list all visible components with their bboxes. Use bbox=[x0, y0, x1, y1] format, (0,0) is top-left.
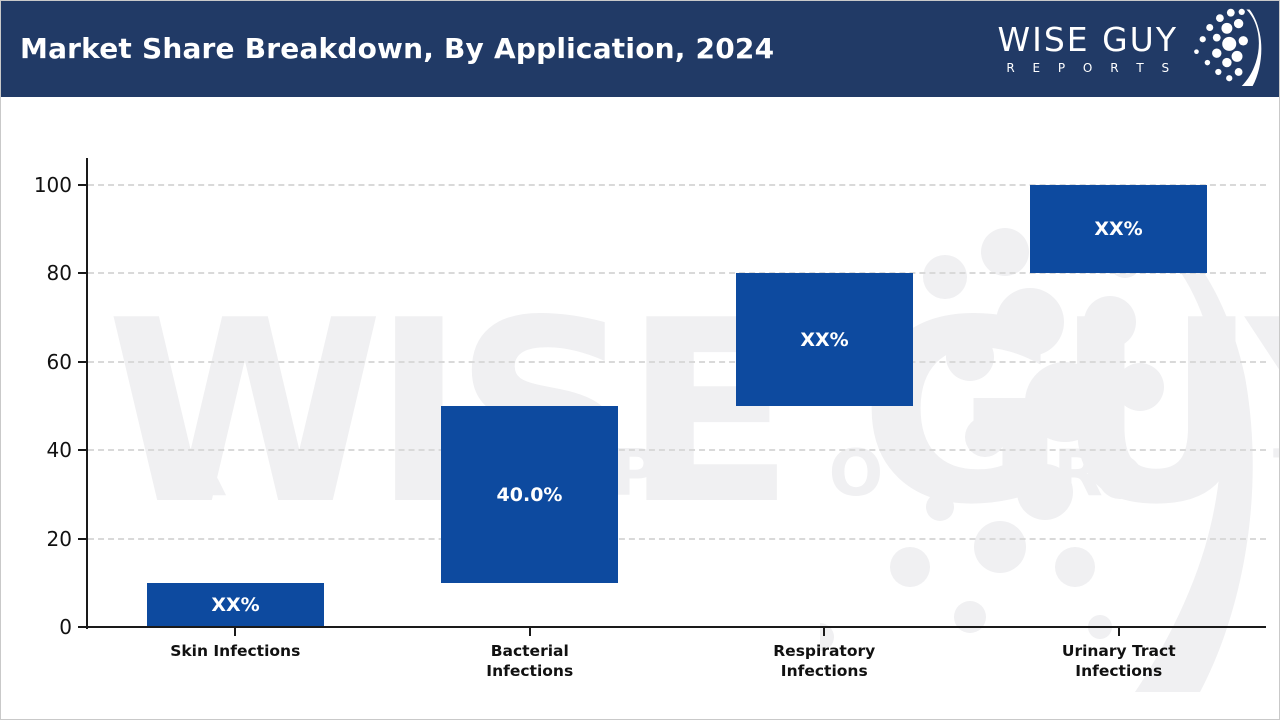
y-tick-label-20: 20 bbox=[46, 526, 72, 551]
bar-value-label: 40.0% bbox=[496, 483, 563, 506]
wise-guy-logo: WISE GUY R E P O R T S bbox=[997, 6, 1280, 92]
bar-value-label: XX% bbox=[1094, 218, 1143, 240]
y-tick-40 bbox=[78, 449, 88, 452]
gridline-20 bbox=[88, 537, 1266, 540]
dotted-face-icon bbox=[1184, 6, 1262, 92]
y-tick-label-0: 0 bbox=[59, 615, 72, 639]
header-bar: Market Share Breakdown, By Application, … bbox=[0, 0, 1280, 97]
bar-value-label: XX% bbox=[211, 594, 260, 616]
bar-respiratory-infections: XX% bbox=[736, 273, 913, 406]
bar-value-label: XX% bbox=[800, 328, 849, 351]
x-category-label-2: Respiratory Infections bbox=[773, 642, 876, 680]
x-tick-2 bbox=[823, 628, 826, 636]
x-tick-1 bbox=[528, 628, 531, 636]
x-category-label-0: Skin Infections bbox=[170, 642, 301, 660]
gridline-40 bbox=[88, 449, 1266, 452]
y-tick-80 bbox=[78, 272, 88, 275]
watermark-face-icon bbox=[806, 207, 1270, 711]
x-axis-spine bbox=[88, 626, 1266, 628]
gridline-60 bbox=[88, 360, 1266, 363]
y-tick-0 bbox=[78, 626, 88, 628]
y-axis-spine bbox=[86, 158, 88, 629]
bar-urinary-tract-infections: XX% bbox=[1030, 185, 1207, 273]
y-tick-100 bbox=[78, 184, 88, 186]
page-title: Market Share Breakdown, By Application, … bbox=[20, 32, 775, 65]
y-tick-60 bbox=[78, 360, 88, 363]
gridline-80 bbox=[88, 272, 1266, 275]
logo-name: WISE GUY bbox=[997, 20, 1178, 59]
y-tick-label-80: 80 bbox=[46, 261, 72, 286]
x-category-label-1: Bacterial Infections bbox=[486, 642, 574, 680]
logo-text: WISE GUY R E P O R T S bbox=[997, 23, 1178, 74]
x-tick-0 bbox=[234, 628, 237, 636]
bar-skin-infections: XX% bbox=[147, 583, 324, 627]
x-category-label-3: Urinary Tract Infections bbox=[1061, 642, 1176, 680]
chart-area: WISE GUY R E P O R T S 020406080100XX%Sk… bbox=[0, 97, 1280, 720]
gridline-100 bbox=[88, 184, 1266, 186]
bar-bacterial-infections: 40.0% bbox=[441, 406, 618, 583]
x-tick-3 bbox=[1117, 628, 1120, 636]
y-tick-label-60: 60 bbox=[46, 349, 72, 374]
logo-subtitle: R E P O R T S bbox=[1006, 61, 1177, 75]
y-tick-label-40: 40 bbox=[46, 438, 72, 463]
y-tick-20 bbox=[78, 537, 88, 540]
y-tick-label-100: 100 bbox=[33, 173, 72, 197]
